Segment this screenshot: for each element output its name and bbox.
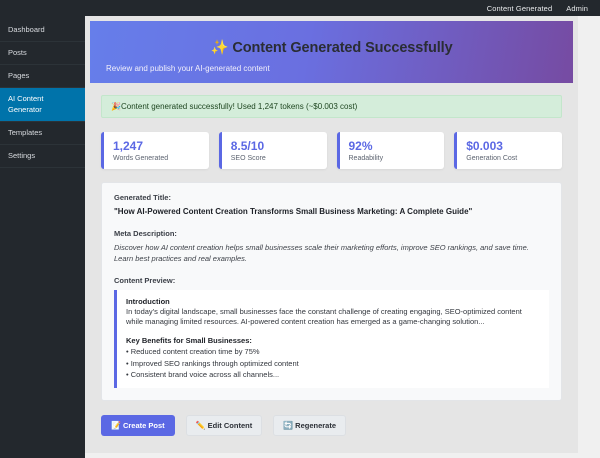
preview-list-item: • Reduced content creation time by 75% [126,347,260,357]
admin-bar-item-content-generated[interactable]: Content Generated [486,3,553,13]
page-subtitle: Review and publish your AI-generated con… [106,64,270,73]
main-content: ✨ Content Generated Successfully Review … [85,16,578,453]
hero-banner: ✨ Content Generated Successfully Review … [90,21,573,83]
edit-content-button[interactable]: ✏️ Edit Content [185,415,263,437]
preview-section-key-benefits: Key Benefits for Small Businesses: • Red… [126,336,540,380]
sidebar-item-templates[interactable]: Templates [0,122,85,145]
stats-row: 1,247 Words Generated 8.5/10 SEO Score 9… [101,132,562,170]
preview-heading: Key Benefits for Small Businesses: [126,336,252,346]
stat-label: Generation Cost [466,155,518,163]
edit-content-label: Edit Content [207,421,253,431]
stat-value: 8.5/10 [230,139,265,153]
generated-content-card: Generated Title: "How AI-Powered Content… [101,182,562,402]
sidebar-item-posts[interactable]: Posts [0,42,85,66]
page-title: ✨ Content Generated Successfully [210,40,453,56]
stat-card-seo-score: 8.5/10 SEO Score [218,132,327,170]
regenerate-button[interactable]: 🔄 Regenerate [273,415,347,437]
stat-label: Words Generated [113,155,169,163]
stat-value: 1,247 [113,139,144,153]
meta-description-label: Meta Description: [114,228,177,238]
stat-label: Readability [348,155,384,163]
stat-value: 92% [348,139,373,153]
preview-section-introduction: Introduction In today's digital landscap… [126,297,540,329]
stat-value: $0.003 [466,139,503,153]
success-alert: 🎉Content generated successfully! Used 1,… [101,95,562,118]
admin-bar-right: Content Generated Admin [487,4,600,13]
sidebar-menu: Dashboard Posts Pages AI Content Generat… [0,19,85,168]
sidebar-item-ai-content-generator[interactable]: AI Content Generator [0,88,85,122]
regenerate-label: Regenerate [295,421,337,431]
stat-label: SEO Score [230,155,266,163]
preview-list-item: • Consistent brand voice across all chan… [126,369,280,379]
content-preview-label: Content Preview: [114,275,176,285]
sidebar-item-dashboard[interactable]: Dashboard [0,19,85,43]
preview-heading: Introduction [126,296,170,306]
create-post-label: Create Post [122,421,165,431]
sidebar-item-pages[interactable]: Pages [0,65,85,89]
stat-card-readability: 92% Readability [336,132,445,170]
refresh-icon: 🔄 [283,421,294,431]
create-post-button[interactable]: 📝 Create Post [101,415,175,437]
stat-card-words-generated: 1,247 Words Generated [101,132,209,170]
meta-description-value: Discover how AI content creation helps s… [114,242,529,263]
content-preview-box: Introduction In today's digital landscap… [114,289,549,389]
preview-body: In today's digital landscape, small busi… [126,306,522,327]
preview-list-item: • Improved SEO rankings through optimize… [126,358,299,368]
stat-card-generation-cost: $0.003 Generation Cost [454,132,562,170]
generated-title-label: Generated Title: [114,193,171,203]
generated-title-value: "How AI-Powered Content Creation Transfo… [114,207,473,217]
admin-bar-item-admin[interactable]: Admin [566,3,588,13]
success-alert-text: Content generated successfully! Used 1,2… [120,102,358,111]
action-buttons: 📝 Create Post ✏️ Edit Content 🔄 Regenera… [101,415,562,437]
memo-icon: 📝 [111,421,121,431]
sidebar-item-settings[interactable]: Settings [0,145,85,168]
pencil-icon: ✏️ [195,421,206,431]
party-popper-icon: 🎉 [111,102,121,111]
sidebar: WordPress Dashboard Posts Pages AI Conte… [0,0,85,458]
admin-bar: Content Generated Admin [0,0,600,16]
